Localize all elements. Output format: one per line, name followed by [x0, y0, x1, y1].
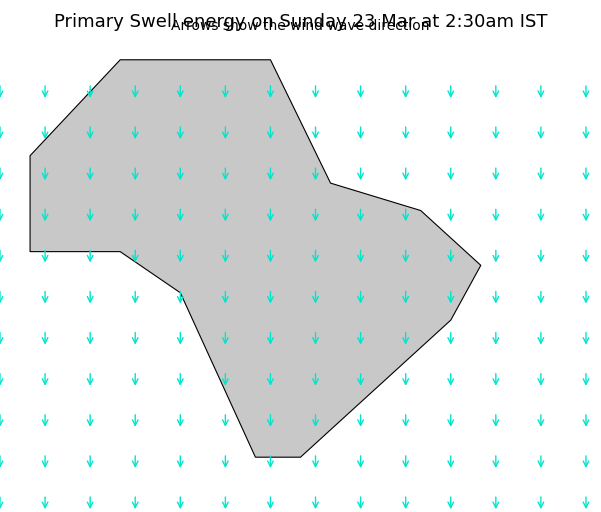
Text: Primary Swell energy on Sunday 23 Mar at 2:30am IST: Primary Swell energy on Sunday 23 Mar at… — [53, 13, 548, 31]
Text: Arrows show the wind wave direction: Arrows show the wind wave direction — [171, 19, 430, 33]
Polygon shape — [30, 60, 481, 457]
